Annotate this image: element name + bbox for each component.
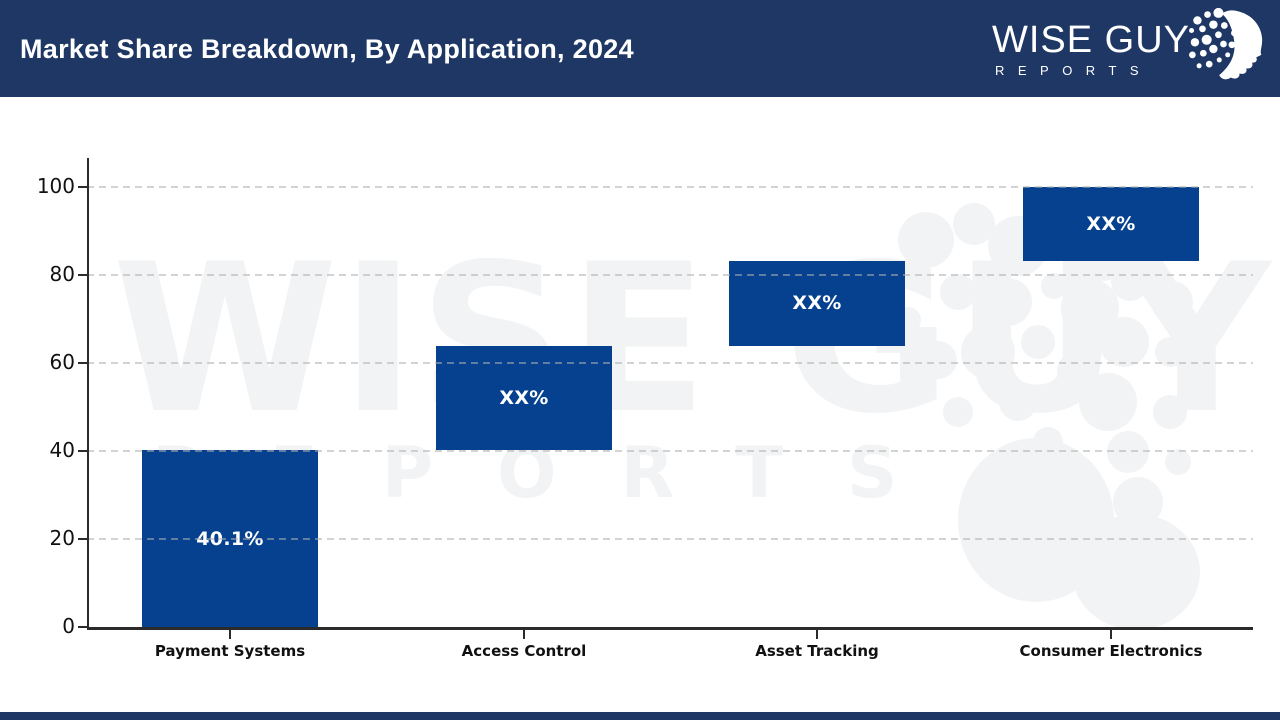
x-axis-label-asset-tracking: Asset Tracking [755,642,879,660]
y-tick-label-40: 40 [49,437,75,462]
gridline-60 [87,361,1253,364]
watermark-wiseguy-text: WISE GUY [112,221,1273,459]
x-tick-asset-tracking [816,630,818,639]
y-tick-0 [78,626,87,628]
watermark-face-dots [895,203,1200,630]
x-tick-access-control [523,630,525,639]
x-tick-payment-systems [229,630,231,639]
y-tick-label-60: 60 [49,349,75,374]
x-tick-consumer-electronics [1110,630,1112,639]
logo-face-icon [1189,7,1263,80]
y-tick-100 [78,185,87,188]
y-tick-20 [78,537,87,540]
gridline-20 [87,537,1253,540]
gridline-80 [87,273,1253,276]
x-axis-label-consumer-electronics: Consumer Electronics [1019,642,1203,660]
bar-consumer-electronics: XX% [1023,186,1199,261]
gridline-40 [87,449,1253,452]
y-axis-line [87,158,89,630]
x-axis-label-payment-systems: Payment Systems [154,642,306,660]
bar-value-label-access-control: XX% [499,386,549,409]
logo-wiseguy-text: WISE GUY [991,19,1190,61]
bar-value-label-consumer-electronics: XX% [1086,212,1136,235]
logo-reports-text: REPORTS [994,63,1153,78]
y-tick-80 [78,273,87,276]
y-tick-label-100: 100 [36,173,75,198]
x-axis-label-access-control: Access Control [461,642,587,660]
brand-logo: WISE GUY REPORTS [992,6,1268,92]
footer-bar [0,712,1280,720]
page-title: Market Share Breakdown, By Application, … [20,34,634,64]
y-tick-label-80: 80 [49,261,75,286]
y-tick-60 [78,361,87,364]
y-tick-label-0: 0 [62,614,75,638]
header-bar: Market Share Breakdown, By Application, … [0,0,1280,97]
x-axis-line [87,627,1253,630]
bar-value-label-asset-tracking: XX% [792,292,842,315]
y-tick-40 [78,449,87,452]
y-tick-label-20: 20 [49,525,75,550]
gridline-100 [87,185,1253,188]
